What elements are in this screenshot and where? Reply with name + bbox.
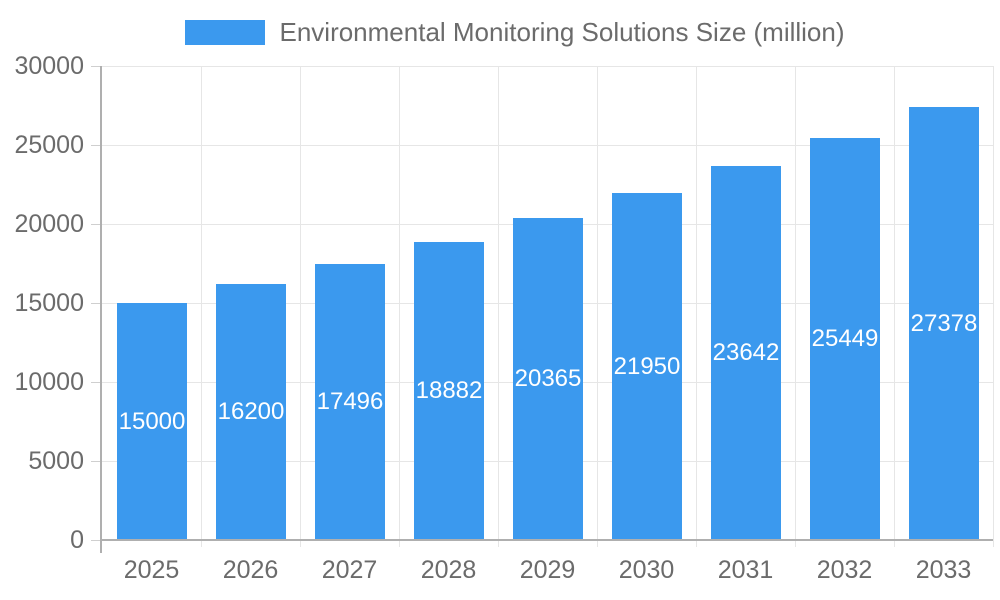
- x-tick-label: 2032: [816, 556, 873, 584]
- legend-label: Environmental Monitoring Solutions Size …: [279, 17, 845, 47]
- x-tick-label: 2028: [420, 556, 477, 584]
- vertical-gridline: [696, 66, 697, 547]
- bar-2033[interactable]: 27378: [909, 107, 979, 540]
- x-axis-baseline: [102, 539, 993, 541]
- x-tick-label: 2033: [915, 556, 972, 584]
- y-tick-label: 15000: [14, 289, 84, 317]
- y-tick-mark: [91, 382, 102, 383]
- vertical-gridline: [993, 66, 994, 547]
- horizontal-gridline: [102, 145, 993, 146]
- vertical-gridline: [597, 66, 598, 547]
- x-tick-label: 2029: [519, 556, 576, 584]
- y-tick-mark: [91, 66, 102, 67]
- bar-2028[interactable]: 18882: [414, 242, 484, 540]
- bar-value-label: 16200: [217, 398, 285, 425]
- bar-value-label: 21950: [613, 352, 681, 380]
- y-tick-label: 25000: [14, 131, 84, 159]
- bar-value-label: 27378: [910, 309, 978, 337]
- x-tick-label: 2026: [222, 556, 279, 584]
- y-tick-mark: [91, 303, 102, 304]
- x-tick-label: 2030: [618, 556, 675, 584]
- vertical-gridline: [300, 66, 301, 547]
- bar-value-label: 17496: [316, 388, 384, 415]
- x-tick-label: 2027: [321, 556, 378, 584]
- bar-2027[interactable]: 17496: [315, 264, 385, 540]
- horizontal-gridline: [102, 66, 993, 67]
- vertical-gridline: [795, 66, 796, 547]
- y-axis-line: [100, 66, 102, 553]
- bar-2025[interactable]: 15000: [117, 303, 187, 540]
- x-tick-label: 2025: [123, 556, 180, 584]
- y-tick-mark: [91, 145, 102, 146]
- vertical-gridline: [201, 66, 202, 547]
- y-tick-mark: [91, 461, 102, 462]
- y-tick-mark: [91, 224, 102, 225]
- y-tick-label: 30000: [14, 52, 84, 80]
- chart-legend-item[interactable]: Environmental Monitoring Solutions Size …: [30, 17, 1000, 48]
- legend-swatch: [185, 20, 266, 45]
- y-tick-label: 0: [70, 526, 84, 554]
- plot-area: 0 5000 10000 15000 20000 25000 30000 15000 2025 1…: [14, 52, 994, 584]
- bar-2026[interactable]: 16200: [216, 284, 286, 540]
- x-tick-label: 2031: [717, 556, 774, 584]
- bar-value-label: 20365: [514, 365, 582, 392]
- bar-value-label: 23642: [712, 339, 780, 366]
- vertical-gridline: [399, 66, 400, 547]
- bar-2030[interactable]: 21950: [612, 193, 682, 540]
- bar-value-label: 15000: [118, 407, 186, 435]
- y-tick-label: 5000: [28, 447, 84, 475]
- bar-2031[interactable]: 23642: [711, 166, 781, 540]
- vertical-gridline: [498, 66, 499, 547]
- bar-2029[interactable]: 20365: [513, 218, 583, 540]
- y-tick-label: 10000: [14, 368, 84, 396]
- vertical-gridline: [894, 66, 895, 547]
- bar-2032[interactable]: 25449: [810, 138, 880, 540]
- bar-value-label: 18882: [415, 377, 483, 404]
- bar-value-label: 25449: [811, 325, 879, 352]
- y-tick-label: 20000: [14, 210, 84, 238]
- y-tick-mark: [91, 540, 102, 541]
